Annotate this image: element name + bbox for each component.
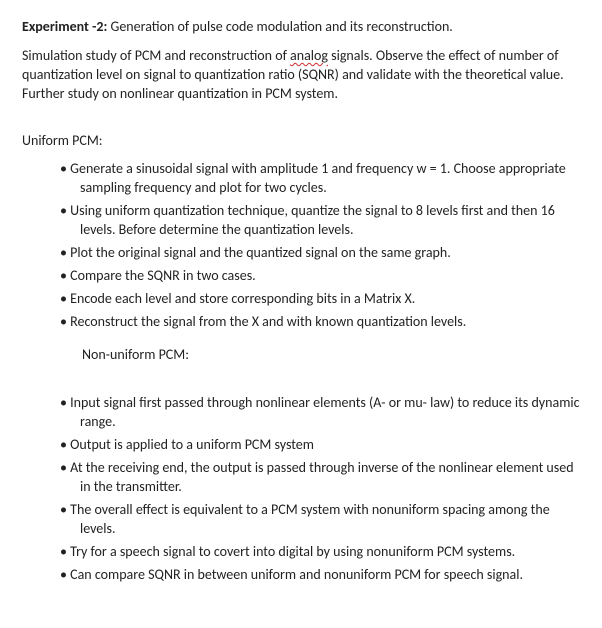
list-item: Using uniform quantization technique, qu… (46, 202, 580, 240)
list-item: Generate a sinusoidal signal with amplit… (46, 160, 580, 198)
list-item: Encode each level and store correspondin… (46, 290, 580, 309)
intro-pre: Simulation study of PCM and reconstructi… (22, 47, 290, 64)
list-item: Output is applied to a uniform PCM syste… (46, 436, 580, 455)
list-item: Plot the original signal and the quantiz… (46, 244, 580, 263)
list-item: Input signal first passed through nonlin… (46, 394, 580, 432)
uniform-heading: Uniform PCM: (22, 132, 580, 151)
list-item: At the receiving end, the output is pass… (46, 459, 580, 497)
list-item: Can compare SQNR in between uniform and … (46, 566, 580, 585)
intro-paragraph: Simulation study of PCM and reconstructi… (22, 47, 580, 104)
title-rest: Generation of pulse code modulation and … (107, 18, 453, 35)
list-item: Compare the SQNR in two cases. (46, 267, 580, 286)
list-item: Try for a speech signal to covert into d… (46, 543, 580, 562)
list-item: The overall effect is equivalent to a PC… (46, 501, 580, 539)
uniform-list: Generate a sinusoidal signal with amplit… (46, 160, 580, 331)
list-item: Reconstruct the signal from the X and wi… (46, 313, 580, 332)
experiment-title: Experiment -2: Generation of pulse code … (22, 18, 580, 37)
title-label: Experiment -2: (22, 18, 107, 35)
nonuniform-list: Input signal first passed through nonlin… (46, 394, 580, 584)
nonuniform-heading: Non-uniform PCM: (82, 346, 580, 365)
spellcheck-word: analog (290, 47, 328, 64)
